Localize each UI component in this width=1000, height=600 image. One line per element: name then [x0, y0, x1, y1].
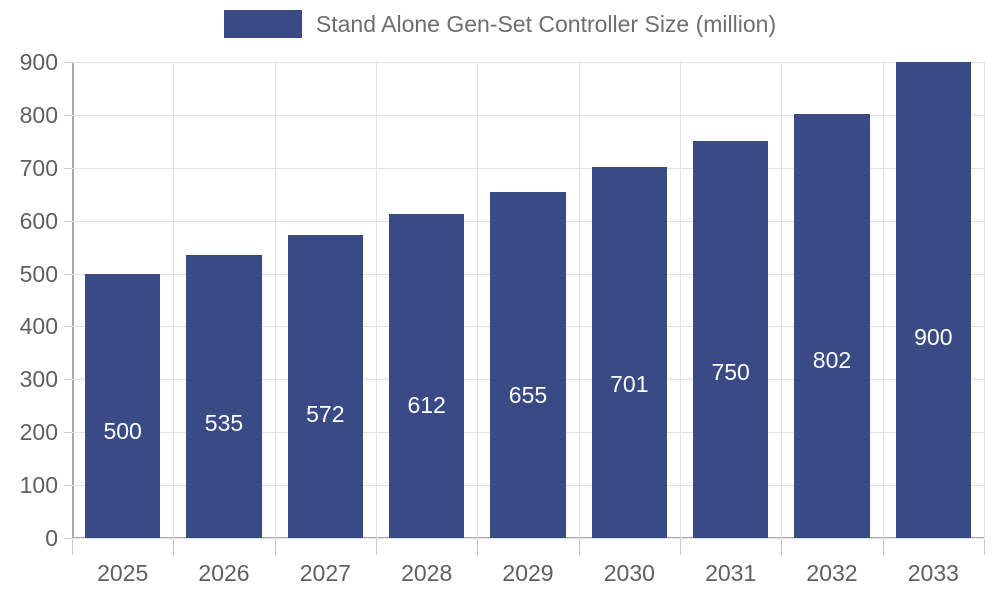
- x-tick-label: 2029: [502, 560, 554, 586]
- x-tick-label: 2031: [705, 560, 757, 586]
- x-tick-label: 2027: [299, 560, 351, 586]
- x-tick-label: 2030: [603, 560, 655, 586]
- x-tick-label: 2028: [401, 560, 453, 586]
- x-tick-label: 2025: [97, 560, 149, 586]
- y-tick-label: 300: [19, 366, 58, 393]
- gridline-vertical: [579, 62, 580, 538]
- bar[interactable]: [490, 191, 566, 538]
- x-tick-mark: [680, 539, 681, 555]
- y-tick-label: 700: [19, 154, 58, 181]
- y-tick-mark: [64, 273, 72, 275]
- legend-swatch: [223, 10, 302, 38]
- gridline-horizontal: [72, 114, 984, 116]
- gridline-horizontal: [72, 167, 984, 169]
- y-tick-label: 800: [19, 101, 58, 128]
- bar-value-label: 535: [204, 410, 244, 437]
- y-axis-line: [72, 62, 74, 539]
- gridline-vertical: [680, 62, 681, 538]
- y-tick-label: 600: [19, 207, 58, 234]
- gridline-vertical: [883, 62, 884, 538]
- y-tick-label: 100: [19, 472, 58, 499]
- bar-value-label: 900: [914, 324, 953, 351]
- x-tick-mark: [781, 539, 782, 555]
- gridline-vertical: [275, 62, 276, 538]
- x-tick-mark: [376, 539, 377, 555]
- y-tick-mark: [64, 379, 72, 381]
- x-tick-mark: [72, 539, 73, 555]
- y-tick-mark: [64, 62, 72, 63]
- y-tick-mark: [64, 485, 72, 487]
- gridline-vertical: [984, 62, 985, 538]
- bar[interactable]: [591, 167, 668, 538]
- gridline-horizontal: [72, 62, 984, 63]
- x-tick-mark: [984, 539, 985, 555]
- y-tick-mark: [64, 114, 72, 116]
- x-tick-mark: [579, 539, 580, 555]
- bar[interactable]: [388, 214, 465, 538]
- y-tick-label: 500: [19, 260, 58, 287]
- x-tick-mark: [173, 539, 174, 555]
- bar[interactable]: [895, 62, 972, 538]
- x-tick-label: 2033: [907, 560, 959, 586]
- gridline-vertical: [376, 62, 377, 538]
- bar[interactable]: [794, 113, 870, 538]
- y-tick-label: 200: [19, 419, 58, 446]
- y-tick-label: 0: [45, 525, 58, 551]
- bar-value-label: 655: [508, 381, 548, 408]
- bar-value-label: 572: [306, 401, 345, 428]
- x-tick-mark: [275, 539, 276, 555]
- gridline-horizontal: [72, 538, 984, 539]
- bar[interactable]: [186, 255, 262, 538]
- y-tick-label: 900: [19, 49, 58, 75]
- x-tick-mark: [477, 539, 478, 555]
- gridline-vertical: [477, 62, 478, 538]
- gridline-vertical: [781, 62, 782, 538]
- bar-value-label: 750: [711, 359, 750, 386]
- bar-value-label: 612: [407, 391, 446, 418]
- legend-label: Stand Alone Gen-Set Controller Size (mil…: [315, 10, 777, 37]
- x-tick-label: 2032: [806, 560, 858, 586]
- y-tick-label: 400: [19, 313, 58, 340]
- x-tick-label: 2026: [198, 560, 250, 586]
- plot-area: 500 535 572 612 655 701 750 802 900: [72, 62, 985, 539]
- bar[interactable]: [84, 273, 161, 538]
- bar-value-label: 500: [103, 418, 142, 445]
- bar-value-label: 802: [812, 347, 852, 374]
- gridline-vertical: [173, 62, 174, 538]
- x-tick-mark: [883, 539, 884, 555]
- y-tick-mark: [64, 167, 72, 169]
- y-tick-mark: [64, 220, 72, 222]
- chart-legend: Stand Alone Gen-Set Controller Size (mil…: [0, 0, 1000, 48]
- y-tick-mark: [64, 538, 72, 539]
- y-tick-mark: [64, 326, 72, 328]
- y-tick-mark: [64, 432, 72, 434]
- bar-value-label: 701: [610, 371, 649, 398]
- bar[interactable]: [692, 141, 769, 538]
- bar[interactable]: [287, 235, 364, 538]
